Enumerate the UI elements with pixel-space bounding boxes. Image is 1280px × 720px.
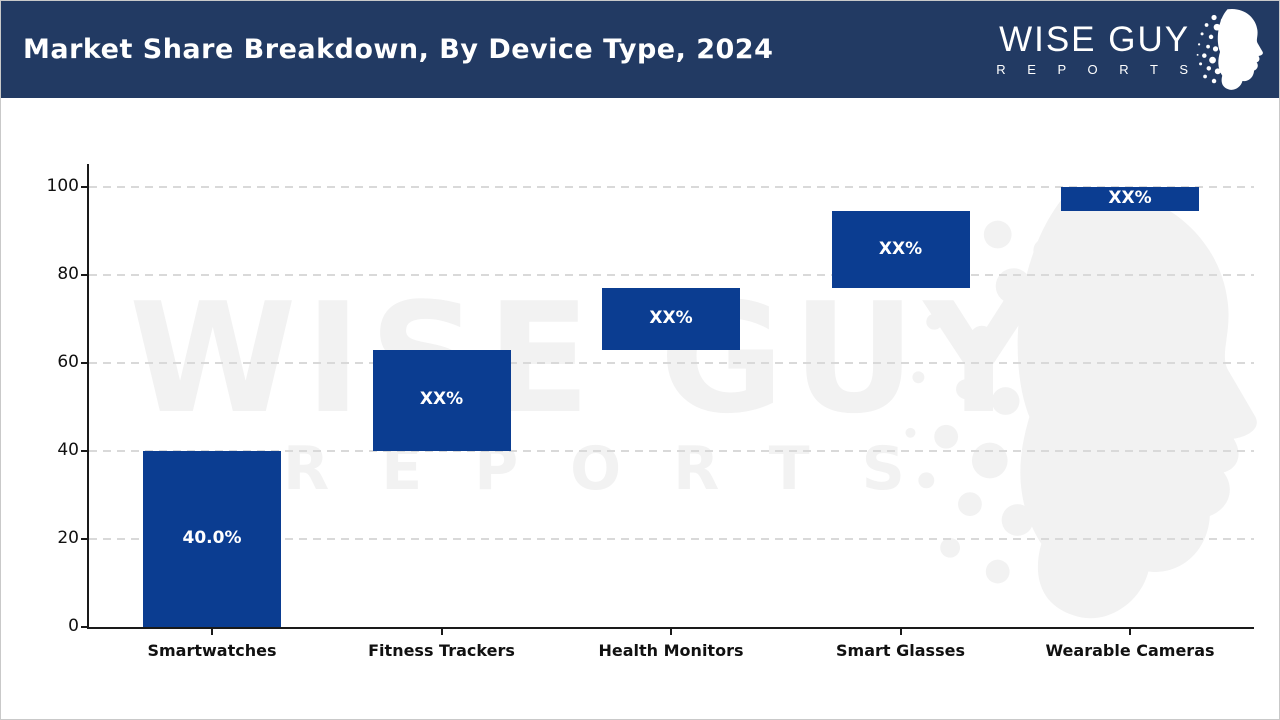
logo-text: WISE GUY R E P O R T S	[992, 22, 1197, 77]
y-gridline	[89, 538, 1254, 540]
bar-value-label: XX%	[878, 238, 923, 259]
bar	[831, 211, 970, 289]
page-title: Market Share Breakdown, By Device Type, …	[23, 34, 774, 65]
bar	[372, 349, 511, 451]
bar	[602, 288, 740, 350]
x-tick-mark	[899, 627, 902, 635]
y-axis-line	[87, 164, 89, 629]
logo-face-icon	[1196, 8, 1263, 90]
y-gridline	[89, 186, 1254, 188]
bar	[143, 451, 281, 627]
x-category-label: Wearable Cameras	[1045, 641, 1215, 660]
watermark-wordmark: WISE GUY	[129, 270, 1042, 447]
logo-wordmark: WISE GUY	[999, 20, 1191, 59]
y-gridline	[89, 362, 1254, 364]
bar-value-label: 40.0%	[182, 528, 242, 548]
wiseguy-logo: WISE GUY R E P O R T S	[992, 1, 1275, 98]
x-category-label: Fitness Trackers	[368, 641, 515, 660]
y-tick-mark	[81, 362, 89, 364]
y-tick-mark	[81, 186, 89, 188]
logo-subtext: R E P O R T S	[996, 62, 1197, 77]
header-bar: Market Share Breakdown, By Device Type, …	[1, 1, 1279, 98]
bar-value-label: XX%	[1108, 188, 1152, 209]
y-gridline	[89, 450, 1254, 452]
x-tick-mark	[211, 627, 213, 635]
x-category-label: Health Monitors	[598, 641, 744, 660]
x-tick-mark	[440, 627, 443, 635]
x-tick-mark	[670, 627, 672, 635]
y-tick-mark	[81, 450, 89, 452]
y-tick-label: 40	[57, 440, 79, 460]
watermark-face-icon	[905, 189, 1257, 619]
y-tick-label: 20	[57, 528, 79, 548]
y-gridline	[89, 274, 1254, 276]
y-tick-label: 100	[46, 176, 79, 196]
y-tick-mark	[81, 626, 89, 628]
y-tick-label: 80	[57, 264, 79, 284]
y-tick-label: 60	[57, 352, 79, 372]
bar-value-label: XX%	[649, 308, 693, 328]
bar-value-label: XX%	[419, 389, 464, 410]
y-tick-mark	[81, 538, 89, 540]
x-category-label: Smart Glasses	[836, 641, 965, 660]
x-axis-line	[87, 627, 1254, 629]
y-tick-label: 0	[68, 616, 79, 636]
x-category-label: Smartwatches	[147, 641, 277, 660]
bar	[1061, 187, 1199, 212]
y-tick-mark	[81, 274, 89, 276]
x-tick-mark	[1129, 627, 1131, 635]
